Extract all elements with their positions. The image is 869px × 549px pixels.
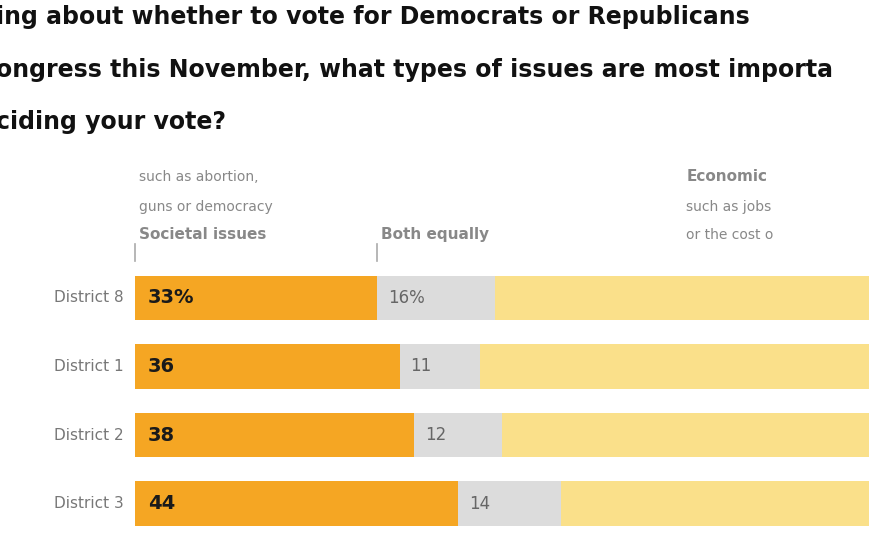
- Bar: [135, 481, 458, 526]
- Text: or the cost o: or the cost o: [686, 227, 773, 242]
- Bar: [399, 344, 480, 389]
- Bar: [414, 413, 502, 457]
- Text: District 3: District 3: [54, 496, 123, 511]
- Text: 44: 44: [148, 494, 176, 513]
- Bar: [135, 344, 399, 389]
- Text: 16%: 16%: [388, 289, 425, 307]
- Bar: [494, 276, 869, 320]
- Text: 36: 36: [148, 357, 175, 376]
- Text: Economic: Economic: [686, 169, 766, 184]
- Text: such as abortion,: such as abortion,: [138, 170, 258, 184]
- Text: District 8: District 8: [54, 290, 123, 305]
- Text: 33%: 33%: [148, 288, 195, 307]
- Text: District 1: District 1: [54, 359, 123, 374]
- Text: 14: 14: [468, 495, 490, 513]
- Bar: [502, 413, 869, 457]
- Bar: [458, 481, 561, 526]
- Bar: [561, 481, 869, 526]
- Text: Societal issues: Societal issues: [138, 227, 266, 242]
- Text: Both equally: Both equally: [381, 227, 488, 242]
- Text: ing about whether to vote for Democrats or Republicans: ing about whether to vote for Democrats …: [0, 5, 748, 30]
- Text: ciding your vote?: ciding your vote?: [0, 110, 225, 134]
- Text: 12: 12: [425, 426, 446, 444]
- Text: 11: 11: [410, 357, 431, 376]
- Text: ongress this November, what types of issues are most importa: ongress this November, what types of iss…: [0, 58, 832, 82]
- Bar: [480, 344, 869, 389]
- Text: guns or democracy: guns or democracy: [138, 200, 272, 214]
- Bar: [135, 276, 377, 320]
- Text: 38: 38: [148, 425, 175, 445]
- Bar: [135, 413, 414, 457]
- Text: such as jobs: such as jobs: [686, 200, 771, 214]
- Bar: [377, 276, 494, 320]
- Text: District 2: District 2: [54, 428, 123, 442]
